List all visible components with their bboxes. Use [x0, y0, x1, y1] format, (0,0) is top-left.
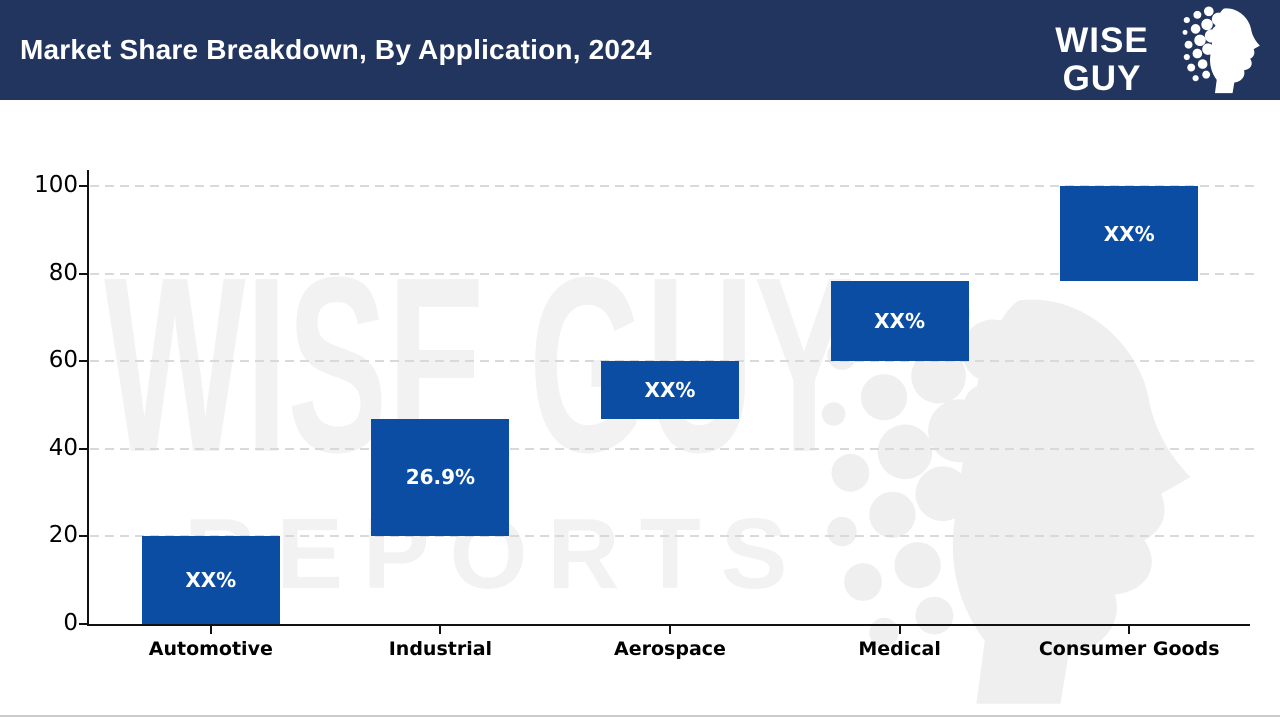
bar-consumer-goods: XX%: [1060, 186, 1199, 282]
watermark-text: WISE GUY REPORTS: [104, 240, 1280, 610]
wise-guy-reports-logo: WISE GUY REPORTS: [1016, 4, 1266, 115]
bar-value-label-industrial: 26.9%: [405, 465, 476, 490]
y-tick-0: [79, 623, 87, 625]
y-tick-20: [79, 535, 87, 538]
chart-area: WISE GUY REPORTS 0 20 40 60 80 100 XX% 26.9% XX%…: [0, 100, 1280, 720]
bar-industrial: 26.9%: [371, 418, 510, 537]
x-tick-consumer-goods: [1128, 626, 1131, 634]
y-tick-label-40: 40: [48, 434, 78, 461]
gridline-40: [90, 447, 1256, 450]
y-tick-100: [79, 185, 87, 187]
y-tick-label-60: 60: [48, 347, 78, 374]
y-axis-line: [87, 170, 89, 626]
x-tick-aerospace: [669, 626, 671, 634]
dotted-head-icon: [1182, 6, 1260, 94]
bottom-divider: [0, 715, 1280, 717]
category-label-automotive: Automotive: [148, 638, 273, 660]
gridline-80: [90, 272, 1256, 275]
bar-aerospace: XX%: [601, 361, 739, 419]
bar-value-label-automotive: XX%: [185, 568, 237, 593]
category-label-aerospace: Aerospace: [614, 638, 726, 660]
page-title: Market Share Breakdown, By Application, …: [20, 34, 652, 65]
gridline-100: [90, 185, 1256, 187]
bar-automotive: XX%: [141, 536, 280, 624]
bar-medical: XX%: [830, 281, 969, 362]
header-bar: Market Share Breakdown, By Application, …: [0, 0, 1280, 115]
gridline-20: [90, 535, 1256, 538]
y-tick-label-100: 100: [34, 172, 78, 198]
y-tick-label-20: 20: [48, 522, 78, 549]
bar-value-label-medical: XX%: [874, 309, 926, 334]
category-label-medical: Medical: [858, 638, 941, 660]
y-tick-80: [79, 272, 87, 275]
y-tick-60: [79, 360, 87, 363]
bar-value-label-aerospace: XX%: [644, 377, 696, 402]
y-tick-label-80: 80: [48, 259, 78, 286]
bar-value-label-consumer-goods: XX%: [1103, 221, 1155, 246]
category-label-industrial: Industrial: [388, 638, 493, 660]
logo-wordmark: WISE GUY: [1055, 21, 1149, 98]
category-label-consumer-goods: Consumer Goods: [1038, 638, 1220, 660]
x-axis-line: [87, 624, 1250, 626]
x-tick-medical: [898, 626, 901, 634]
x-tick-automotive: [209, 626, 212, 634]
watermark-subtitle: REPORTS: [184, 498, 808, 610]
y-tick-label-0: 0: [63, 610, 78, 636]
x-tick-industrial: [439, 626, 442, 634]
y-tick-40: [79, 447, 87, 450]
